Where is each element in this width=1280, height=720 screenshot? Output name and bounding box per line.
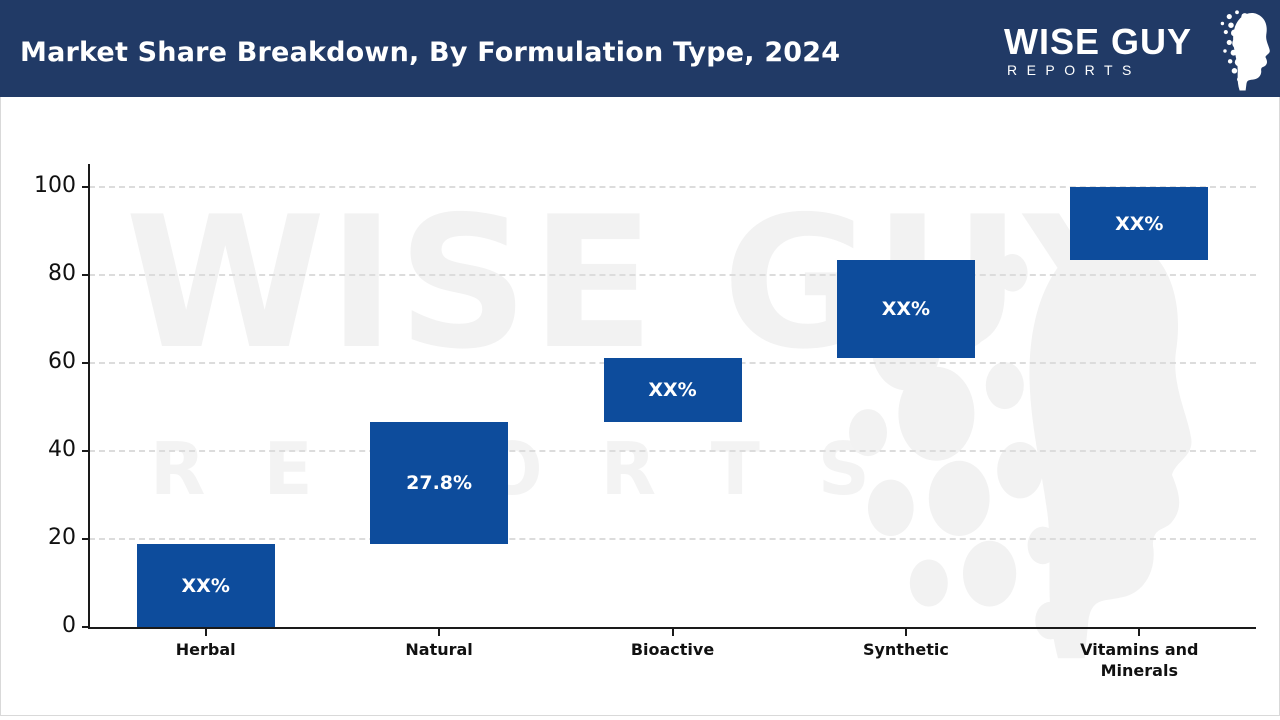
y-tick-label: 60 [48,349,76,374]
x-category-label: Synthetic [862,640,949,659]
y-tick-mark [82,450,89,452]
y-tick-label: 80 [48,261,76,286]
brand-subname: REPORTS [1006,62,1141,78]
bar-herbal: XX% [136,544,275,627]
x-category-label: Bioactive [630,640,715,659]
y-tick-label: 20 [48,525,76,550]
gridline-y-100 [89,186,1256,188]
bar-value-label: 27.8% [406,472,473,495]
brand-logo-text: WISE GUY REPORTS [1003,21,1192,78]
gridline-y-80 [89,274,1256,276]
x-tick-mark [904,629,907,636]
gridline-y-20 [89,538,1256,540]
bar-value-label: XX% [181,574,230,597]
gridline-y-40 [89,450,1256,452]
bar-synthetic: XX% [836,260,975,358]
x-category-label: Vitamins and Minerals [1080,640,1199,680]
brand-logo: WISE GUY REPORTS [1004,3,1274,95]
brand-name: WISE GUY [1003,21,1192,62]
bar-natural: 27.8% [370,421,509,545]
bar-bioactive: XX% [603,357,742,422]
dotted-face-icon [1220,9,1270,91]
bar-value-label: XX% [648,378,697,401]
x-category-label: Natural [405,640,473,659]
x-axis-line [88,627,1256,629]
y-tick-label: 40 [48,437,76,462]
y-tick-mark [82,274,89,276]
x-tick-mark [204,629,207,636]
x-category-label: Herbal [175,640,236,659]
header: Market Share Breakdown, By Formulation T… [0,0,1280,97]
y-tick-mark [82,186,89,188]
y-tick-label: 0 [62,613,76,638]
y-tick-mark [82,538,89,540]
bar-value-label: XX% [881,298,931,321]
y-axis-line [88,164,90,629]
x-tick-mark [1138,629,1141,636]
page-title: Market Share Breakdown, By Formulation T… [20,37,841,68]
x-tick-mark [671,629,674,636]
x-tick-mark [438,629,441,636]
bar-value-label: XX% [1115,212,1164,235]
y-tick-mark [82,362,89,364]
y-tick-mark [82,626,89,628]
y-tick-label: 100 [34,173,76,198]
bar-vitamins-and-minerals: XX% [1070,187,1209,261]
